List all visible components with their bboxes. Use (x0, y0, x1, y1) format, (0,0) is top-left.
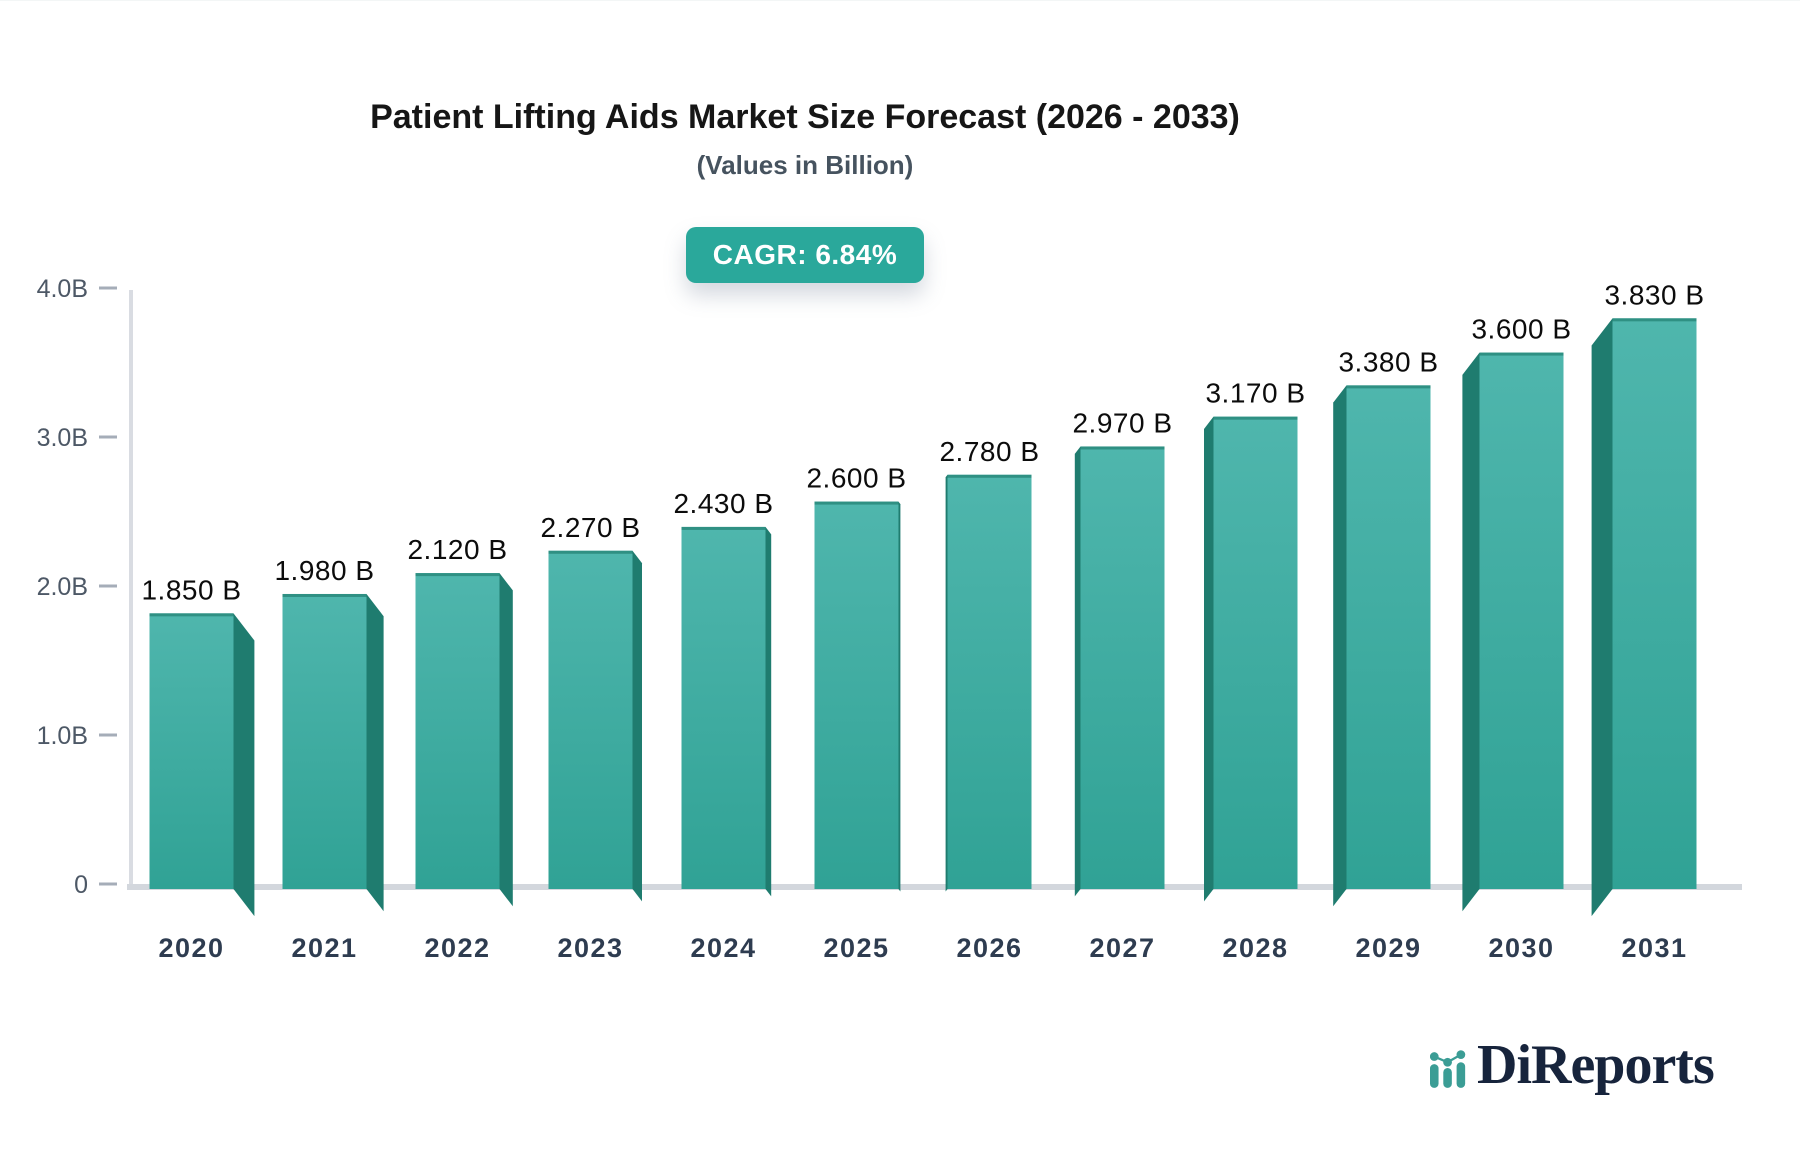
chart-title: Patient Lifting Aids Market Size Forecas… (370, 98, 1240, 136)
x-axis-label-2030: 2030 (1488, 933, 1554, 963)
bar-value-2028: 3.170 B (1205, 378, 1305, 409)
brand-name: DiReports (1477, 1034, 1715, 1096)
bar-2026 (947, 474, 1032, 889)
y-axis-line (129, 290, 133, 890)
y-axis-tick (99, 882, 117, 886)
cagr-badge: CAGR: 6.84% (685, 227, 925, 283)
y-axis-tick (99, 435, 117, 439)
y-axis-label-4.0B: 4.0B (37, 275, 88, 303)
x-axis-label-2020: 2020 (158, 933, 224, 963)
bar-2020 (149, 613, 234, 889)
bar-value-2022: 2.120 B (407, 534, 507, 565)
bar-2024 (681, 526, 766, 889)
bar-group-2022: 2.120 B 2022 (407, 534, 513, 963)
bar-top-edge-2021 (282, 593, 367, 597)
bar-2025 (814, 501, 899, 889)
y-axis-label-1.0B: 1.0B (37, 722, 88, 750)
x-axis-label-2024: 2024 (690, 933, 756, 963)
bar-side-3d-2028 (1204, 416, 1214, 902)
y-axis-tick (99, 286, 117, 290)
bar-group-2031: 3.830 B 2031 (1591, 279, 1704, 963)
bar-line-chart-icon (1430, 1050, 1466, 1088)
bar-2027 (1080, 446, 1165, 889)
bar-value-2026: 2.780 B (939, 436, 1039, 467)
bar-value-2025: 2.600 B (806, 463, 906, 494)
bar-value-2024: 2.430 B (673, 488, 773, 519)
bar-group-2024: 2.430 B 2024 (673, 488, 773, 963)
x-axis-label-2031: 2031 (1621, 933, 1687, 963)
bar-top-edge-2027 (1080, 446, 1165, 450)
bar-value-2027: 2.970 B (1072, 407, 1172, 438)
bar-2030 (1479, 352, 1564, 890)
bar-side-3d-2022 (499, 573, 513, 907)
x-axis-label-2026: 2026 (956, 933, 1022, 963)
bar-2029 (1346, 385, 1431, 889)
bar-top-edge-2028 (1213, 416, 1298, 420)
x-axis-baseline (127, 884, 1742, 890)
x-axis-label-2021: 2021 (291, 933, 357, 963)
bar-group-2021: 1.980 B 2021 (274, 555, 384, 963)
bar-2028 (1213, 416, 1298, 889)
bar-2031 (1612, 318, 1697, 890)
cagr-badge-row: CAGR: 6.84% (0, 227, 1610, 283)
bar-top-edge-2025 (814, 501, 899, 505)
chart-subtitle: (Values in Billion) (696, 149, 914, 180)
bar-side-3d-2025 (898, 501, 901, 892)
bar-side-3d-2026 (945, 474, 948, 892)
bar-group-2029: 3.380 B 2029 (1333, 346, 1438, 963)
bar-value-2021: 1.980 B (274, 555, 374, 586)
y-axis-tick (99, 733, 117, 737)
y-axis-label-3.0B: 3.0B (37, 424, 88, 452)
bar-side-3d-2023 (632, 550, 642, 902)
bar-top-edge-2024 (681, 526, 766, 530)
bar-value-2020: 1.850 B (141, 574, 241, 605)
brand-logo: DiReports (1430, 1034, 1715, 1096)
x-axis-label-2027: 2027 (1089, 933, 1155, 963)
bar-side-3d-2021 (366, 593, 384, 912)
bar-side-3d-2029 (1333, 385, 1347, 907)
bar-2023 (548, 550, 633, 889)
bar-2021 (282, 593, 367, 889)
bar-group-2025: 2.600 B 2025 (806, 463, 906, 963)
y-axis-label-0: 0 (74, 871, 88, 899)
bar-value-2023: 2.270 B (540, 512, 640, 543)
bar-side-3d-2030 (1462, 352, 1480, 912)
bar-group-2020: 1.850 B 2020 (141, 574, 255, 963)
bar-value-2029: 3.380 B (1338, 346, 1438, 377)
bar-top-edge-2022 (415, 573, 500, 577)
bar-group-2026: 2.780 B 2026 (939, 436, 1039, 963)
bar-side-3d-2020 (233, 613, 255, 917)
bar-group-2028: 3.170 B 2028 (1204, 378, 1305, 963)
x-axis-label-2028: 2028 (1222, 933, 1288, 963)
bar-group-2030: 3.600 B 2030 (1462, 314, 1571, 963)
y-axis-tick (99, 584, 117, 588)
bar-value-2030: 3.600 B (1471, 314, 1571, 345)
x-axis-label-2029: 2029 (1355, 933, 1421, 963)
bar-side-3d-2027 (1074, 446, 1081, 897)
bar-top-edge-2031 (1612, 318, 1697, 322)
bar-top-edge-2026 (947, 474, 1032, 478)
bar-top-edge-2020 (149, 613, 234, 617)
x-axis-label-2022: 2022 (424, 933, 490, 963)
bar-top-edge-2029 (1346, 385, 1431, 389)
x-axis-label-2025: 2025 (823, 933, 889, 963)
bar-2022 (415, 573, 500, 889)
bar-group-2023: 2.270 B 2023 (540, 512, 642, 963)
bar-top-edge-2030 (1479, 352, 1564, 356)
bar-top-edge-2023 (548, 550, 633, 554)
x-axis-label-2023: 2023 (557, 933, 623, 963)
bar-side-3d-2024 (765, 526, 772, 897)
bar-value-2031: 3.830 B (1604, 279, 1704, 310)
y-axis-label-2.0B: 2.0B (37, 573, 88, 601)
chart-header: Patient Lifting Aids Market Size Forecas… (0, 97, 1610, 181)
bar-group-2027: 2.970 B 2027 (1072, 407, 1172, 963)
bar-side-3d-2031 (1591, 318, 1613, 917)
